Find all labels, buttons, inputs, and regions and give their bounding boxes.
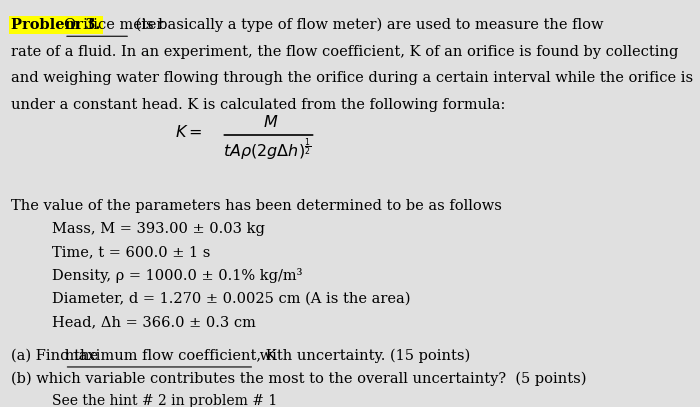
- Text: Mass, M = 393.00 ± 0.03 kg: Mass, M = 393.00 ± 0.03 kg: [52, 222, 265, 236]
- Text: Orifice meter: Orifice meter: [64, 18, 163, 32]
- Text: Time, t = 600.0 ± 1 s: Time, t = 600.0 ± 1 s: [52, 245, 211, 259]
- Text: and weighing water flowing through the orifice during a certain interval while t: and weighing water flowing through the o…: [11, 71, 693, 85]
- Text: Density, ρ = 1000.0 ± 0.1% kg/m³: Density, ρ = 1000.0 ± 0.1% kg/m³: [52, 269, 302, 284]
- Text: The value of the parameters has been determined to be as follows: The value of the parameters has been det…: [11, 199, 502, 212]
- Text: $tA\rho(2g\Delta h)^{\frac{1}{2}}$: $tA\rho(2g\Delta h)^{\frac{1}{2}}$: [223, 136, 311, 162]
- Text: $K =$: $K =$: [175, 124, 202, 141]
- Text: maximum flow coefficient, K: maximum flow coefficient, K: [64, 348, 276, 363]
- Text: under a constant head. K is calculated from the following formula:: under a constant head. K is calculated f…: [11, 98, 505, 112]
- Text: Head, Δh = 366.0 ± 0.3 cm: Head, Δh = 366.0 ± 0.3 cm: [52, 315, 256, 329]
- Text: $M$: $M$: [263, 114, 279, 131]
- Text: (b) which variable contributes the most to the overall uncertainty?  (5 points): (b) which variable contributes the most …: [11, 372, 587, 386]
- Text: (is basically a type of flow meter) are used to measure the flow: (is basically a type of flow meter) are …: [131, 18, 603, 32]
- Text: rate of a fluid. In an experiment, the flow coefficient, K of an orifice is foun: rate of a fluid. In an experiment, the f…: [11, 45, 678, 59]
- Text: Problem 3.: Problem 3.: [11, 18, 100, 32]
- Text: Diameter, d = 1.270 ± 0.0025 cm (A is the area): Diameter, d = 1.270 ± 0.0025 cm (A is th…: [52, 292, 410, 306]
- Text: (a) Find the: (a) Find the: [11, 348, 103, 363]
- Text: See the hint # 2 in problem # 1: See the hint # 2 in problem # 1: [52, 394, 277, 407]
- Text: with uncertainty. (15 points): with uncertainty. (15 points): [255, 348, 470, 363]
